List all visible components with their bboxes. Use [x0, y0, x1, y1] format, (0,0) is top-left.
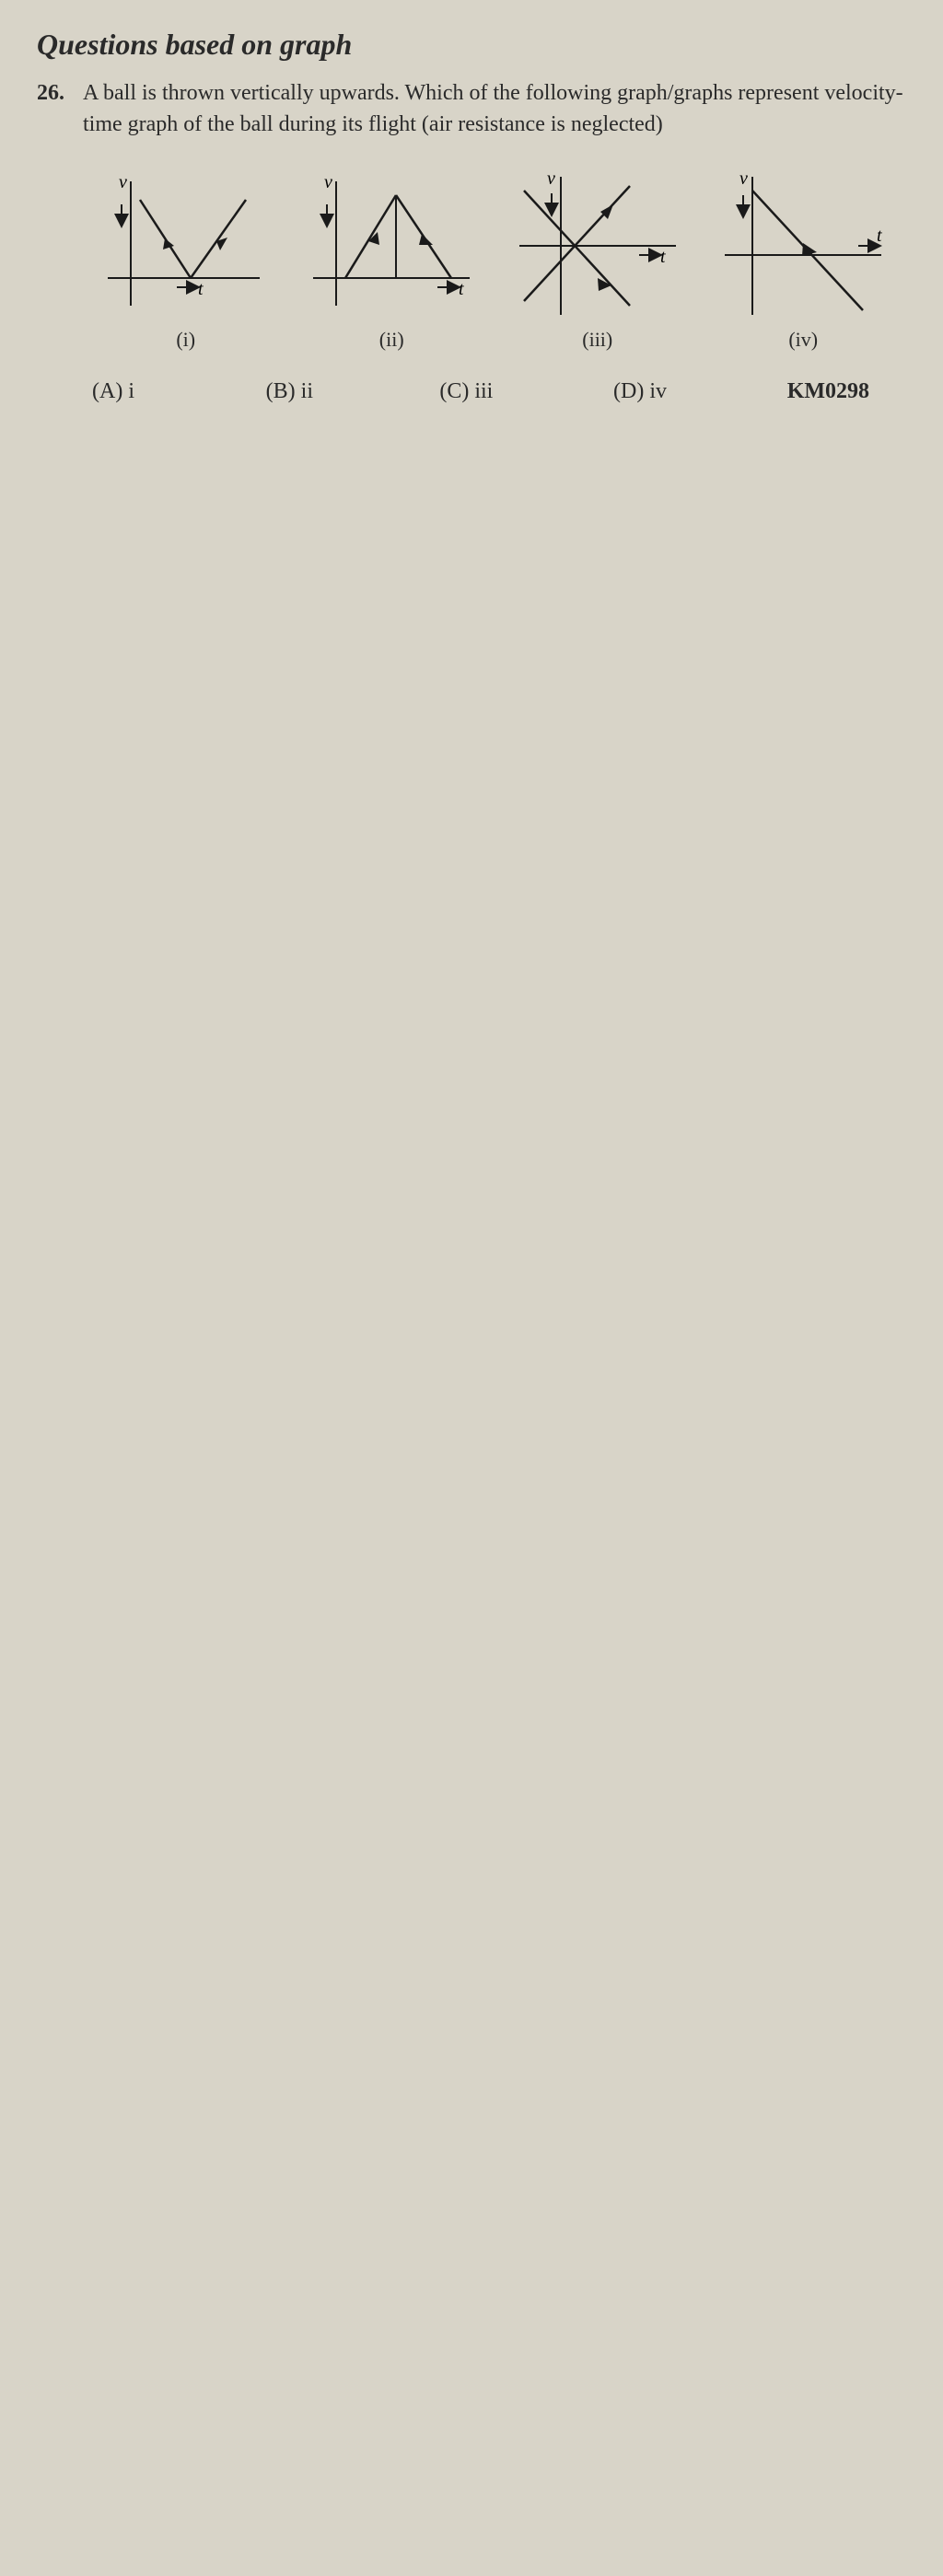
option-b: (B) ii — [266, 379, 440, 404]
question-number: 26. — [37, 78, 83, 110]
option-a: (A) i — [92, 379, 266, 404]
axis-t-label: t — [660, 247, 666, 267]
section-heading: Questions based on graph — [37, 28, 906, 62]
axis-v-label: v — [547, 168, 555, 189]
graph-i-svg: v t — [99, 168, 274, 324]
graph-iv: v t (iv) — [706, 168, 900, 352]
graphs-container: v t (i) v — [83, 168, 906, 352]
graph-i: v t (i) — [89, 168, 283, 352]
question-code: KM0298 — [787, 379, 869, 404]
option-d: (D) iv — [613, 379, 787, 404]
graph-iv-label: (iv) — [706, 328, 900, 352]
option-c: (C) iii — [439, 379, 613, 404]
question-block: 26. A ball is thrown vertically upwards.… — [37, 78, 906, 140]
graph-iii-svg: v t — [510, 168, 685, 324]
axis-v-label: v — [324, 172, 332, 192]
graph-iv-svg: v t — [716, 168, 891, 324]
graph-i-label: (i) — [89, 328, 283, 352]
options-row: (A) i (B) ii (C) iii (D) iv KM0298 — [92, 379, 906, 404]
question-text: A ball is thrown vertically upwards. Whi… — [83, 78, 906, 140]
axis-v-label: v — [119, 172, 127, 192]
graph-ii: v t (ii) — [295, 168, 488, 352]
axis-t-label: t — [198, 279, 204, 299]
axis-t-label: t — [877, 226, 882, 246]
axis-t-label: t — [459, 279, 464, 299]
graph-ii-svg: v t — [304, 168, 479, 324]
graph-iii: v t (iii) — [501, 168, 694, 352]
graph-iii-label: (iii) — [501, 328, 694, 352]
graph-ii-label: (ii) — [295, 328, 488, 352]
axis-v-label: v — [739, 168, 748, 189]
